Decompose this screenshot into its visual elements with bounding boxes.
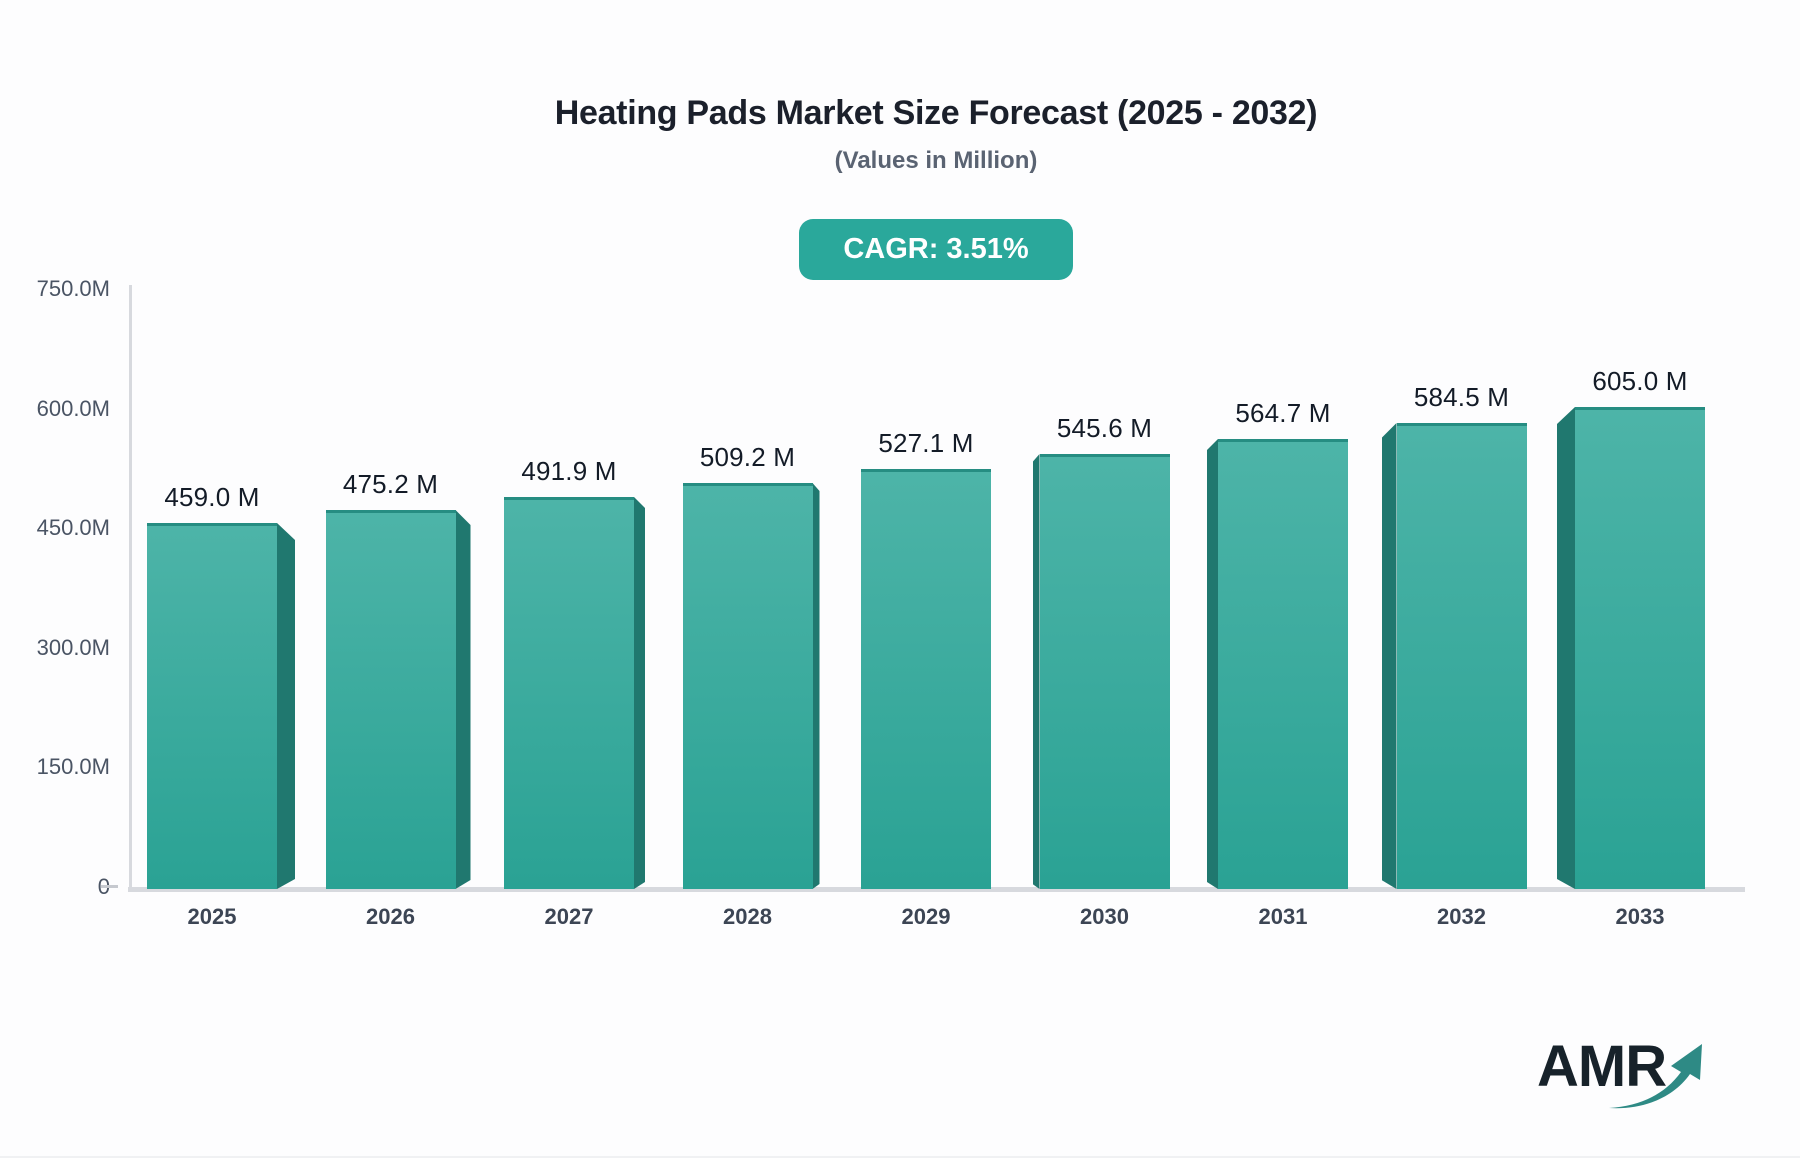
cagr-badge: CAGR: 3.51% (799, 219, 1073, 280)
bar-2027[interactable] (504, 497, 634, 889)
bar-face (147, 523, 277, 889)
bar-side-right (456, 510, 471, 889)
bar-face (861, 469, 991, 889)
bar-value-label: 509.2 M (699, 442, 796, 472)
bar-2025[interactable] (147, 523, 277, 889)
chart-subtitle: (Values in Million) (834, 147, 1038, 174)
bar-side-right (634, 497, 645, 889)
bar-face (1039, 454, 1170, 889)
bar-side-left (1033, 454, 1040, 889)
growth-arrow-icon (1609, 1044, 1702, 1109)
bar-face (682, 483, 813, 889)
bar-value-label: 459.0 M (164, 482, 260, 512)
bar-2033[interactable] (1575, 407, 1705, 889)
x-axis-label: 2033 (1615, 904, 1665, 929)
cagr-badge-row: CAGR: 3.51% (131, 219, 1741, 280)
bar-2032[interactable] (1397, 423, 1527, 889)
bar-2028[interactable] (682, 483, 813, 889)
x-axis-label: 2025 (187, 904, 237, 929)
bar-side-left (1557, 407, 1575, 889)
x-axis-label: 2027 (544, 904, 594, 929)
bar-2031[interactable] (1218, 439, 1348, 889)
amr-logo: AMR (1537, 1032, 1767, 1124)
zero-tick-mark (101, 885, 118, 888)
chart-title: Heating Pads Market Size Forecast (2025 … (554, 94, 1318, 132)
bar-2026[interactable] (325, 510, 456, 889)
bar-face (504, 497, 634, 889)
y-axis-line (129, 285, 132, 891)
bar-face (325, 510, 456, 889)
amr-logo-text: AMR (1537, 1034, 1667, 1099)
bar-side-right (813, 483, 820, 889)
chart-header: Heating Pads Market Size Forecast (2025 … (131, 0, 1741, 280)
y-axis-tick-label: 0 (14, 873, 110, 901)
bar-side-left (1382, 423, 1397, 889)
x-axis-line (128, 887, 1745, 892)
bar-face (1396, 423, 1527, 889)
x-axis-label: 2028 (723, 904, 772, 929)
x-axis-label: 2031 (1258, 904, 1308, 929)
y-axis-tick-label: 600.0M (36, 395, 110, 421)
y-axis-tick-label: 450.0M (36, 515, 110, 541)
x-axis-label: 2029 (901, 904, 951, 929)
bar-2029[interactable] (861, 469, 991, 889)
bar-face (1218, 439, 1348, 889)
bar-value-label: 584.5 M (1413, 382, 1510, 412)
bar-side-right (277, 523, 295, 889)
bar-face (1575, 407, 1705, 889)
bar-value-label: 564.7 M (1235, 398, 1331, 428)
y-axis-tick-label: 150.0M (36, 754, 110, 780)
x-axis-label: 2032 (1437, 904, 1486, 929)
bar-value-label: 605.0 M (1592, 366, 1688, 396)
bar-side-left (1207, 439, 1218, 889)
x-axis-label: 2030 (1080, 904, 1129, 929)
bar-2030[interactable] (1040, 454, 1170, 889)
bar-value-label: 545.6 M (1056, 413, 1153, 443)
y-axis-tick-label: 300.0M (36, 634, 110, 660)
bar-value-label: 491.9 M (521, 456, 617, 486)
bar-value-label: 527.1 M (878, 428, 974, 458)
bar-value-label: 475.2 M (342, 469, 439, 499)
y-axis-tick-label: 750.0M (36, 276, 110, 301)
x-axis-label: 2026 (366, 904, 415, 929)
